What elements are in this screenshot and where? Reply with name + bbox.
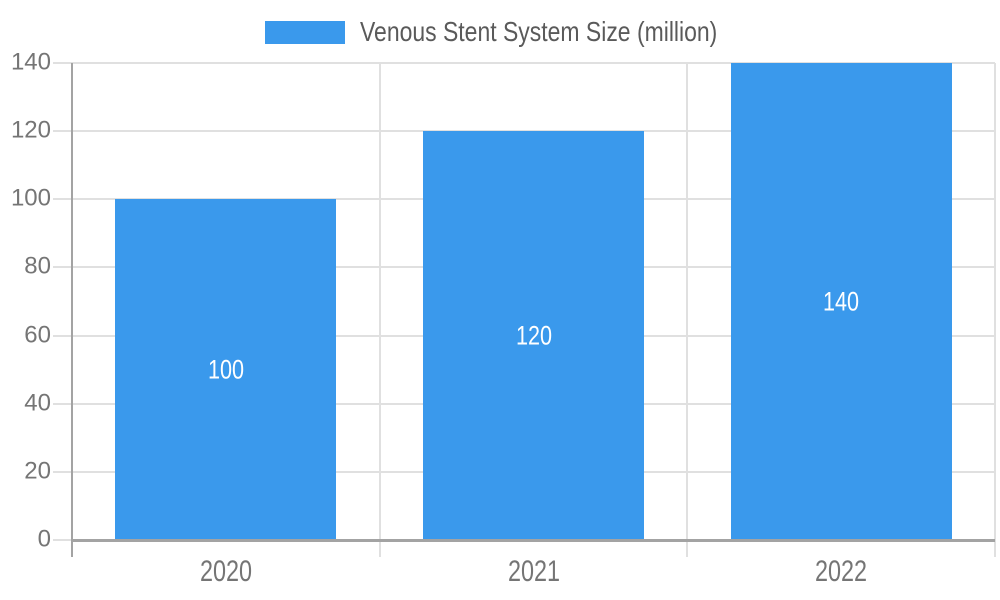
bar[interactable] bbox=[730, 63, 952, 540]
y-axis-tick-label: 120 bbox=[10, 116, 51, 144]
y-axis-tick-label: 80 bbox=[24, 252, 51, 280]
bar-value-label: 100 bbox=[207, 354, 244, 385]
x-axis-line bbox=[72, 539, 995, 542]
y-tick-mark bbox=[53, 539, 72, 541]
x-axis-tick-label: 2022 bbox=[815, 555, 868, 588]
bar-value-label: 140 bbox=[823, 286, 860, 316]
y-tick-mark bbox=[53, 198, 72, 201]
bar[interactable] bbox=[115, 199, 337, 540]
bar[interactable] bbox=[423, 131, 644, 540]
legend[interactable]: Venous Stent System Size (million) bbox=[265, 16, 796, 47]
legend-swatch-icon bbox=[265, 20, 345, 44]
category-separator bbox=[686, 63, 689, 557]
bar-value-label: 120 bbox=[515, 320, 552, 351]
y-tick-mark bbox=[53, 266, 72, 269]
y-axis-tick-label: 20 bbox=[24, 457, 51, 485]
y-axis-tick-label: 0 bbox=[37, 525, 51, 553]
y-tick-mark bbox=[53, 334, 72, 337]
y-tick-mark bbox=[53, 130, 72, 133]
category-separator bbox=[994, 63, 996, 557]
y-tick-mark bbox=[53, 470, 72, 473]
x-axis-tick-label: 2021 bbox=[507, 555, 560, 588]
y-axis-line bbox=[71, 63, 73, 557]
x-axis-tick-label: 2020 bbox=[199, 555, 252, 588]
y-tick-mark bbox=[53, 62, 72, 64]
y-tick-mark bbox=[53, 402, 72, 405]
y-axis-tick-label: 60 bbox=[24, 321, 51, 349]
gridline-y bbox=[72, 62, 995, 64]
category-separator bbox=[378, 63, 381, 557]
y-axis-tick-label: 100 bbox=[10, 184, 51, 212]
y-axis-tick-label: 40 bbox=[24, 389, 51, 417]
y-axis-tick-label: 140 bbox=[10, 48, 51, 76]
legend-label: Venous Stent System Size (million) bbox=[360, 16, 718, 47]
